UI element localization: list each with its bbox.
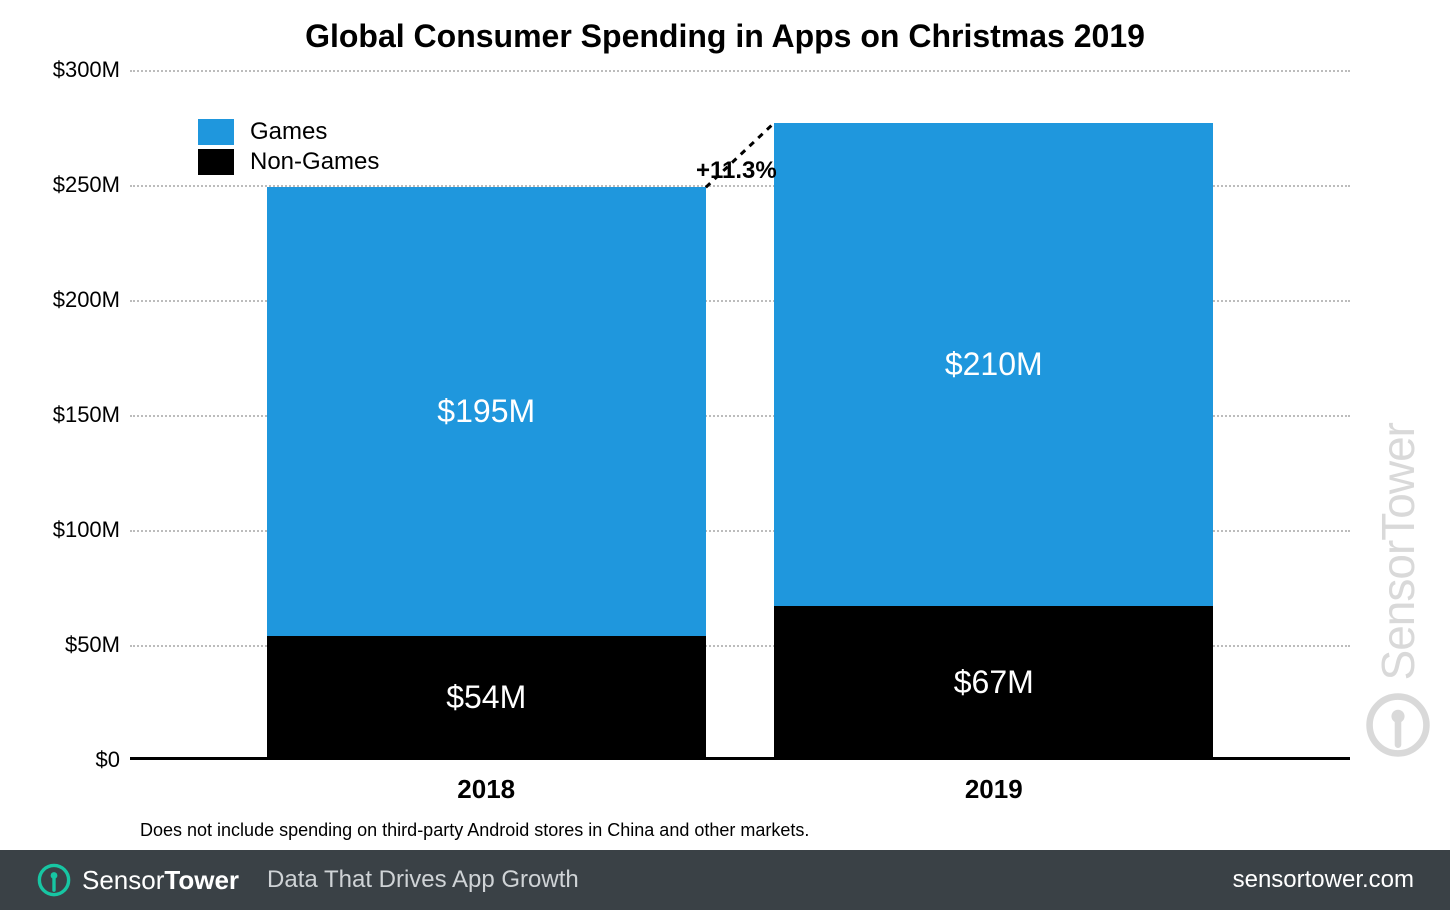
y-tick-label: $100M [10,517,120,543]
y-tick-label: $0 [10,747,120,773]
watermark-text: SensorTower [1371,423,1425,680]
chart-title: Global Consumer Spending in Apps on Chri… [0,18,1450,55]
legend-label: Games [250,118,327,146]
footer-bar: SensorTower Data That Drives App Growth … [0,850,1450,910]
footer-logo: SensorTower [36,862,239,898]
x-tick-label: 2018 [267,760,706,805]
sensortower-logo-icon [36,862,72,898]
y-tick-label: $150M [10,402,120,428]
growth-label: +11.3% [696,157,777,185]
footer-url: sensortower.com [1233,866,1414,894]
x-tick-label: 2019 [774,760,1213,805]
footer-logo-text: SensorTower [82,865,239,896]
watermark: SensorTower [1358,200,1438,760]
legend-swatch [198,119,234,145]
y-tick-label: $200M [10,287,120,313]
legend: GamesNon-Games [198,118,379,178]
y-tick-label: $50M [10,632,120,658]
y-tick-label: $250M [10,172,120,198]
footnote: Does not include spending on third-party… [140,820,809,841]
footer-tagline: Data That Drives App Growth [267,866,579,894]
y-tick-label: $300M [10,57,120,83]
chart-container: Global Consumer Spending in Apps on Chri… [0,0,1450,850]
legend-swatch [198,149,234,175]
legend-item: Non-Games [198,148,379,176]
sensortower-watermark-icon [1363,690,1433,760]
legend-label: Non-Games [250,148,379,176]
legend-item: Games [198,118,379,146]
